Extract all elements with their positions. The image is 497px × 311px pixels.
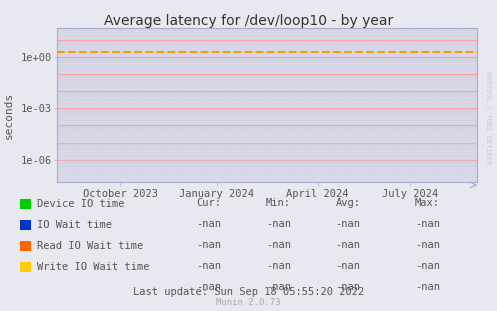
Text: Average latency for /dev/loop10 - by year: Average latency for /dev/loop10 - by yea… (104, 14, 393, 28)
Text: -nan: -nan (335, 282, 360, 292)
Text: -nan: -nan (415, 261, 440, 271)
Text: -nan: -nan (266, 240, 291, 250)
Text: -nan: -nan (335, 261, 360, 271)
Text: -nan: -nan (196, 282, 221, 292)
Text: -nan: -nan (266, 261, 291, 271)
Text: Write IO Wait time: Write IO Wait time (37, 262, 149, 272)
Text: Munin 2.0.73: Munin 2.0.73 (216, 298, 281, 307)
Text: Last update: Sun Sep 18 05:55:20 2022: Last update: Sun Sep 18 05:55:20 2022 (133, 287, 364, 297)
Text: -nan: -nan (415, 219, 440, 229)
Text: Cur:: Cur: (196, 198, 221, 208)
Text: -nan: -nan (196, 261, 221, 271)
Text: Read IO Wait time: Read IO Wait time (37, 241, 143, 251)
Text: Device IO time: Device IO time (37, 199, 124, 209)
Text: -nan: -nan (196, 240, 221, 250)
Text: Max:: Max: (415, 198, 440, 208)
Text: -nan: -nan (415, 282, 440, 292)
Text: -nan: -nan (415, 240, 440, 250)
Text: -nan: -nan (266, 282, 291, 292)
Text: -nan: -nan (196, 219, 221, 229)
Text: -nan: -nan (335, 219, 360, 229)
Text: -nan: -nan (335, 240, 360, 250)
Text: Min:: Min: (266, 198, 291, 208)
Text: RRDTOOL / TOBI OETIKER: RRDTOOL / TOBI OETIKER (485, 72, 491, 165)
Text: IO Wait time: IO Wait time (37, 220, 112, 230)
Text: -nan: -nan (266, 219, 291, 229)
Text: Avg:: Avg: (335, 198, 360, 208)
Text: seconds: seconds (4, 91, 14, 139)
